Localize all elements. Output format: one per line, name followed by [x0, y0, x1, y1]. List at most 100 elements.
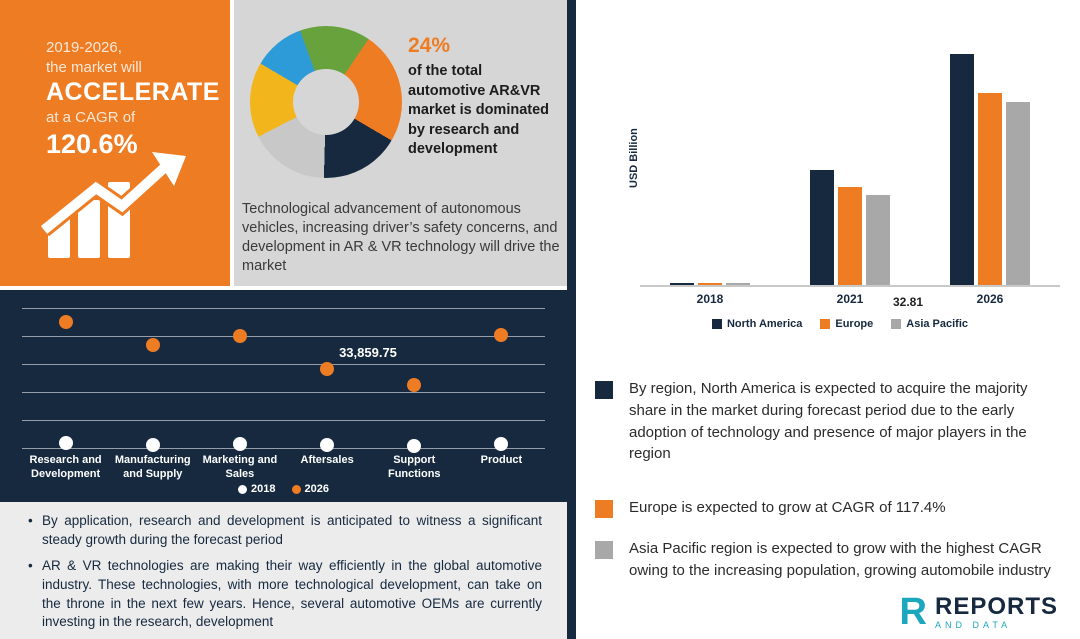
bar-north-america [670, 282, 694, 285]
data-point-2018 [232, 436, 247, 451]
region-panel: USD Billion 32.81 2018 2021 2026 North Ame… [576, 0, 1080, 639]
vertical-divider [567, 0, 576, 639]
bar-value-label: 32.81 [893, 295, 924, 310]
dot-legend: 2018 2026 [0, 483, 567, 495]
logo-text: REPORTS AND DATA [935, 594, 1058, 629]
list-item: By application, research and development… [26, 512, 542, 550]
legend-swatch [891, 319, 902, 329]
bar-x-axis: 2018 2021 2026 [640, 292, 1060, 306]
market-driver-text: Technological advancement of autonomous … [242, 201, 560, 275]
left-insights-panel: By application, research and development… [0, 502, 567, 639]
bullet-text: Asia Pacific region is expected to grow … [629, 540, 1051, 579]
application-chart-panel: 33,859.75 Research and Development Manufa… [0, 290, 567, 502]
category-label: Research and Development [29, 454, 102, 480]
bar-north-america [810, 169, 834, 285]
data-point-2018 [494, 437, 509, 452]
bar-asia-pacific [1006, 102, 1030, 285]
insight-text: AR & VR technologies are making their wa… [42, 557, 542, 630]
donut-panel: 24% of the total automotive AR&VR market… [234, 0, 567, 286]
bar-plot-area: 32.81 [640, 45, 1060, 309]
bar-asia-pacific [726, 283, 750, 285]
logo-mark: R [899, 591, 927, 633]
bullet-swatch-orange [595, 500, 613, 518]
bar-asia-pacific [866, 195, 890, 285]
legend-item: Asia Pacific [891, 318, 968, 330]
data-point-2026 [232, 329, 247, 343]
data-point-2026 [494, 328, 509, 343]
legend-label: North America [726, 318, 803, 330]
bullet-swatch-navy [595, 381, 613, 399]
logo-tagline: AND DATA [934, 619, 1012, 630]
data-point-2026 [58, 315, 73, 329]
gridline [22, 448, 545, 449]
bar-group [950, 54, 1030, 285]
legend-label: Europe [835, 318, 874, 330]
region-bullet-asia-pacific: Asia Pacific region is expected to grow … [595, 538, 1061, 582]
data-point-2026 [407, 378, 422, 392]
data-point-2026 [145, 338, 160, 353]
cagr-line-years: 2019-2026, [46, 39, 122, 56]
category-label: Product [480, 454, 523, 466]
bar-group [670, 282, 750, 285]
reports-and-data-logo: R REPORTS AND DATA [900, 593, 1058, 631]
dot-value-label: 33,859.75 [339, 344, 397, 360]
category-label: Marketing and Sales [202, 454, 278, 480]
gridline [22, 364, 545, 365]
category-label: Manufacturing and Supply [114, 454, 191, 480]
gridline [22, 420, 545, 421]
donut-headline: 24% of the total automotive AR&VR market… [408, 34, 558, 160]
gridline [22, 392, 545, 393]
data-point-2018 [145, 437, 160, 452]
y-axis-label: USD Billion [628, 128, 640, 188]
bullet-text: Europe is expected to grow at CAGR of 11… [629, 499, 946, 516]
x-axis-label: 2018 [696, 292, 724, 306]
legend-label: 2018 [251, 483, 276, 495]
legend-swatch [820, 319, 831, 329]
bar-legend: North America Europe Asia Pacific [610, 318, 1070, 330]
legend-item: North America [711, 318, 803, 330]
legend-item: 2026 [291, 483, 329, 495]
cagr-line-market: the market will [46, 58, 142, 76]
dot-plot-area: 33,859.75 [22, 308, 545, 453]
donut-chart [250, 26, 402, 178]
category-label: Support Functions [387, 454, 441, 480]
legend-item: 2018 [238, 483, 276, 495]
data-point-2018 [320, 438, 335, 453]
gridline [22, 336, 545, 337]
cagr-panel: 2019-2026, the market will ACCELERATE at… [0, 0, 230, 286]
left-insights-list: By application, research and development… [26, 512, 542, 639]
region-bullet-europe: Europe is expected to grow at CAGR of 11… [595, 497, 1061, 519]
cagr-value: 120.6% [46, 128, 138, 159]
donut-highlight-text: of the total automotive AR&VR market is … [408, 63, 550, 158]
growth-arrow-icon [34, 148, 194, 263]
bar-europe [978, 93, 1002, 285]
data-point-2018 [58, 436, 73, 451]
cagr-text-block: 2019-2026, the market will ACCELERATE at… [46, 38, 220, 160]
dot-category-axis: Research and Development Manufacturing an… [22, 454, 545, 482]
logo-name: REPORTS [934, 593, 1058, 621]
region-bullet-north-america: By region, North America is expected to … [595, 378, 1061, 465]
bullet-swatch-gray [595, 541, 613, 559]
legend-label: Asia Pacific [906, 318, 969, 330]
legend-label: 2026 [304, 483, 329, 495]
bar-group: 32.81 [810, 169, 923, 309]
x-axis-label: 2021 [836, 292, 864, 306]
data-point-2026 [320, 361, 335, 376]
gridline [22, 308, 545, 309]
category-label: Aftersales [300, 454, 354, 466]
legend-swatch [291, 484, 301, 494]
donut-hole [293, 69, 359, 135]
legend-swatch [711, 319, 722, 329]
insight-text: By application, research and development… [42, 513, 542, 547]
legend-item: Europe [820, 318, 873, 330]
cagr-line-accelerate: ACCELERATE [46, 78, 220, 106]
x-axis-label: 2026 [976, 292, 1004, 306]
bullet-text: By region, North America is expected to … [629, 380, 1028, 463]
cagr-line-cagr: at a CAGR of [46, 109, 136, 127]
legend-swatch [238, 484, 248, 494]
bar-europe [838, 186, 862, 285]
list-item: AR & VR technologies are making their wa… [26, 557, 542, 633]
bar-europe [698, 283, 722, 285]
donut-highlight-value: 24% [408, 34, 451, 57]
